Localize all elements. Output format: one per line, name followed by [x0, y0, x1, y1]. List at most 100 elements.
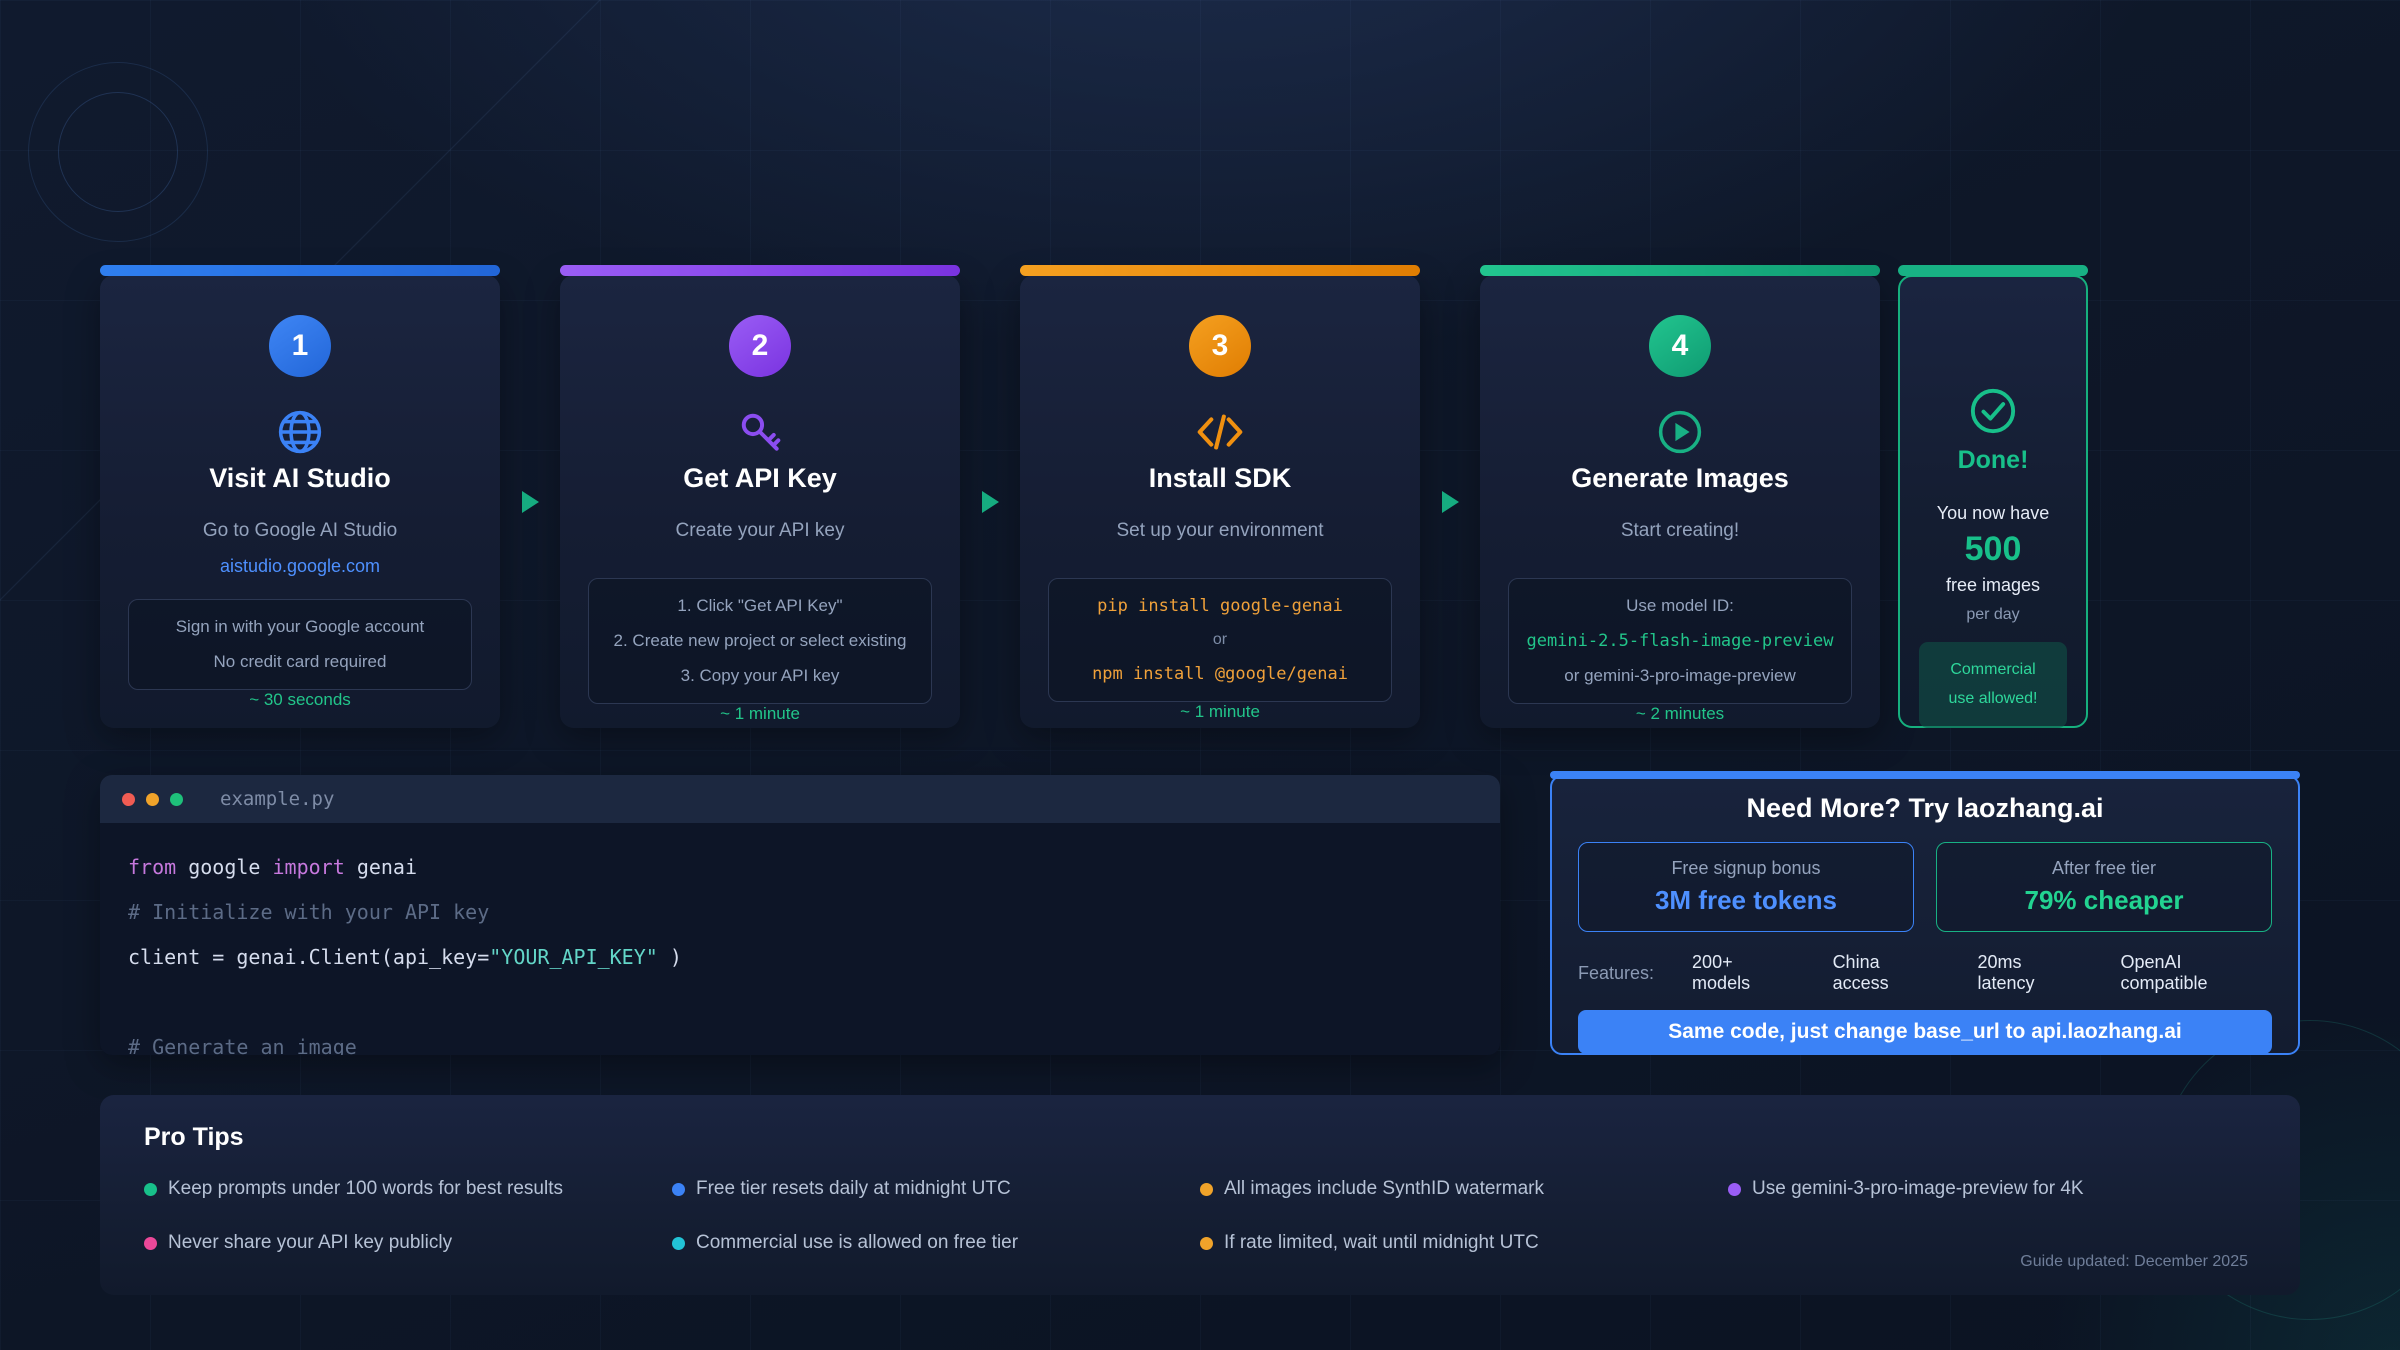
promo-card-caption: After free tier	[2051, 858, 2157, 878]
done-accent-bar	[1898, 265, 2088, 276]
step-number-badge: 2	[729, 315, 791, 377]
promo-feature-item: OpenAI compatible	[2120, 952, 2208, 993]
guide-updated-footer: Guide updated: December 2025	[2020, 1253, 2248, 1270]
code-filename: example.py	[220, 788, 335, 810]
bullet-dot-icon	[1200, 1236, 1213, 1250]
pro-tip-text: If rate limited, wait until midnight UTC	[1224, 1232, 1539, 1253]
model-id-label: Use model ID:	[1626, 596, 1734, 615]
step-description: Set up your environment	[1116, 520, 1324, 541]
promo-card-value: 79% cheaper	[2024, 885, 2184, 915]
code-token: # Generate an image	[128, 1035, 357, 1055]
step-accent-bar	[100, 265, 500, 276]
code-token: google	[188, 855, 273, 879]
promo-feature-item: 200+ models	[1692, 952, 1751, 993]
promo-card-row: Free signup bonus 3M free tokens After f…	[1578, 842, 2272, 932]
promo-title: Need More? Try laozhang.ai	[1746, 793, 2104, 823]
step-title: Install SDK	[1148, 463, 1292, 493]
pro-tip-text: Keep prompts under 100 words for best re…	[168, 1178, 563, 1199]
code-token: genai	[356, 855, 418, 879]
promo-feature-item: 20ms latency	[1977, 952, 2035, 993]
step-title: Get API Key	[683, 463, 837, 493]
step-detail-line: No credit card required	[213, 652, 387, 671]
bullet-dot-icon	[1728, 1182, 1741, 1196]
commercial-use-line-2: use allowed!	[1948, 689, 2038, 707]
code-body[interactable]: from google import genai # Initialize wit…	[100, 823, 1500, 1055]
pro-tip-item: Free tier resets daily at midnight UTC	[672, 1178, 1200, 1200]
promo-features-label: Features:	[1578, 962, 1655, 983]
code-token: # Initialize with your API key	[128, 900, 490, 924]
bullet-dot-icon	[144, 1182, 157, 1196]
step-description: Go to Google AI Studio	[202, 520, 398, 541]
window-close-dot-icon[interactable]	[122, 792, 135, 806]
done-label: Done!	[1957, 446, 2029, 474]
step-detail-box: 1. Click "Get API Key" 2. Create new pro…	[588, 578, 932, 704]
decorative-ring-inner-icon	[58, 92, 178, 212]
step-number-badge: 3	[1189, 315, 1251, 377]
bullet-dot-icon	[672, 1236, 685, 1250]
step-title: Visit AI Studio	[209, 463, 391, 493]
step-duration: ~ 2 minutes	[1635, 704, 1725, 723]
code-line: # Initialize with your API key	[128, 890, 1472, 935]
step-detail-line: 1. Click "Get API Key"	[677, 596, 843, 615]
step-number-badge: 1	[269, 315, 331, 377]
step-accent-bar	[1480, 265, 1880, 276]
window-minimize-dot-icon[interactable]	[146, 792, 159, 806]
bullet-dot-icon	[144, 1236, 157, 1250]
install-command-npm: npm install @google/genai	[1092, 664, 1348, 684]
commercial-use-badge: Commercial use allowed!	[1919, 642, 2067, 728]
window-maximize-dot-icon[interactable]	[170, 792, 183, 806]
step-link[interactable]: aistudio.google.com	[219, 556, 381, 576]
code-token: )	[657, 945, 682, 969]
step-detail-line: 2. Create new project or select existing	[613, 631, 907, 650]
code-line: # Generate an image	[128, 1025, 1472, 1055]
model-id-alternative: or gemini-3-pro-image-preview	[1564, 666, 1796, 685]
step-connector-arrow-2	[960, 275, 1020, 728]
promo-card-after-free-tier[interactable]: After free tier 79% cheaper	[1936, 842, 2272, 932]
step-card-4[interactable]: 4 Generate Images Start creating! Use mo…	[1480, 265, 1880, 728]
promo-accent-bar	[1550, 771, 2300, 779]
code-line: client = genai.Client(api_key="YOUR_API_…	[128, 935, 1472, 980]
pro-tip-text: Never share your API key publicly	[168, 1232, 453, 1253]
done-image-count: 500	[1964, 530, 2022, 568]
promo-cta-button[interactable]: Same code, just change base_url to api.l…	[1578, 1010, 2272, 1054]
key-icon	[735, 407, 785, 457]
decorative-ring-outer-icon	[28, 62, 208, 242]
steps-done-gap	[1880, 275, 1898, 728]
step-number: 2	[751, 329, 769, 362]
pro-tip-text: Free tier resets daily at midnight UTC	[696, 1178, 1011, 1199]
step-number: 1	[291, 329, 309, 362]
step-duration: ~ 30 seconds	[249, 690, 351, 709]
promo-features-row: Features: 200+ models China access 20ms …	[1578, 952, 2272, 994]
pro-tips-panel: Pro Tips Keep prompts under 100 words fo…	[100, 1095, 2300, 1295]
step-card-3[interactable]: 3 Install SDK Set up your environment pi…	[1020, 265, 1420, 728]
promo-panel: Need More? Try laozhang.ai Free signup b…	[1550, 771, 2300, 1055]
command-separator: or	[1212, 631, 1228, 648]
step-connector-arrow-1	[500, 275, 560, 728]
step-card-2[interactable]: 2 Get API Key Create your API key 1. Cli…	[560, 265, 960, 728]
commercial-use-line-1: Commercial	[1950, 661, 2036, 678]
promo-card-value: 3M free tokens	[1654, 885, 1838, 915]
promo-card-caption: Free signup bonus	[1671, 858, 1821, 878]
bullet-dot-icon	[1200, 1182, 1213, 1196]
pro-tip-text: Use gemini-3-pro-image-preview for 4K	[1752, 1178, 2084, 1199]
pro-tip-item: Use gemini-3-pro-image-preview for 4K	[1728, 1178, 2256, 1200]
code-line	[128, 980, 1472, 1025]
pro-tip-item: Commercial use is allowed on free tier	[672, 1232, 1200, 1254]
code-token: client = genai.Client(api_key=	[128, 945, 490, 969]
step-card-1[interactable]: 1 Visit AI Studio Go to Google AI Studio…	[100, 265, 500, 728]
promo-card-free-signup[interactable]: Free signup bonus 3M free tokens	[1578, 842, 1914, 932]
step-duration: ~ 1 minute	[720, 704, 800, 723]
play-circle-icon	[1655, 407, 1705, 457]
pro-tips-grid: Keep prompts under 100 words for best re…	[144, 1178, 2256, 1254]
step-title: Generate Images	[1571, 463, 1789, 493]
code-line: from google import genai	[128, 845, 1472, 890]
step-accent-bar	[1020, 265, 1420, 276]
step-number-badge: 4	[1649, 315, 1711, 377]
step-detail-line: 3. Copy your API key	[680, 666, 840, 685]
pro-tip-text: Commercial use is allowed on free tier	[696, 1232, 1019, 1253]
code-token: import	[272, 855, 357, 879]
step-accent-bar	[560, 265, 960, 276]
pro-tips-title: Pro Tips	[144, 1123, 244, 1151]
step-description: Create your API key	[675, 520, 845, 541]
